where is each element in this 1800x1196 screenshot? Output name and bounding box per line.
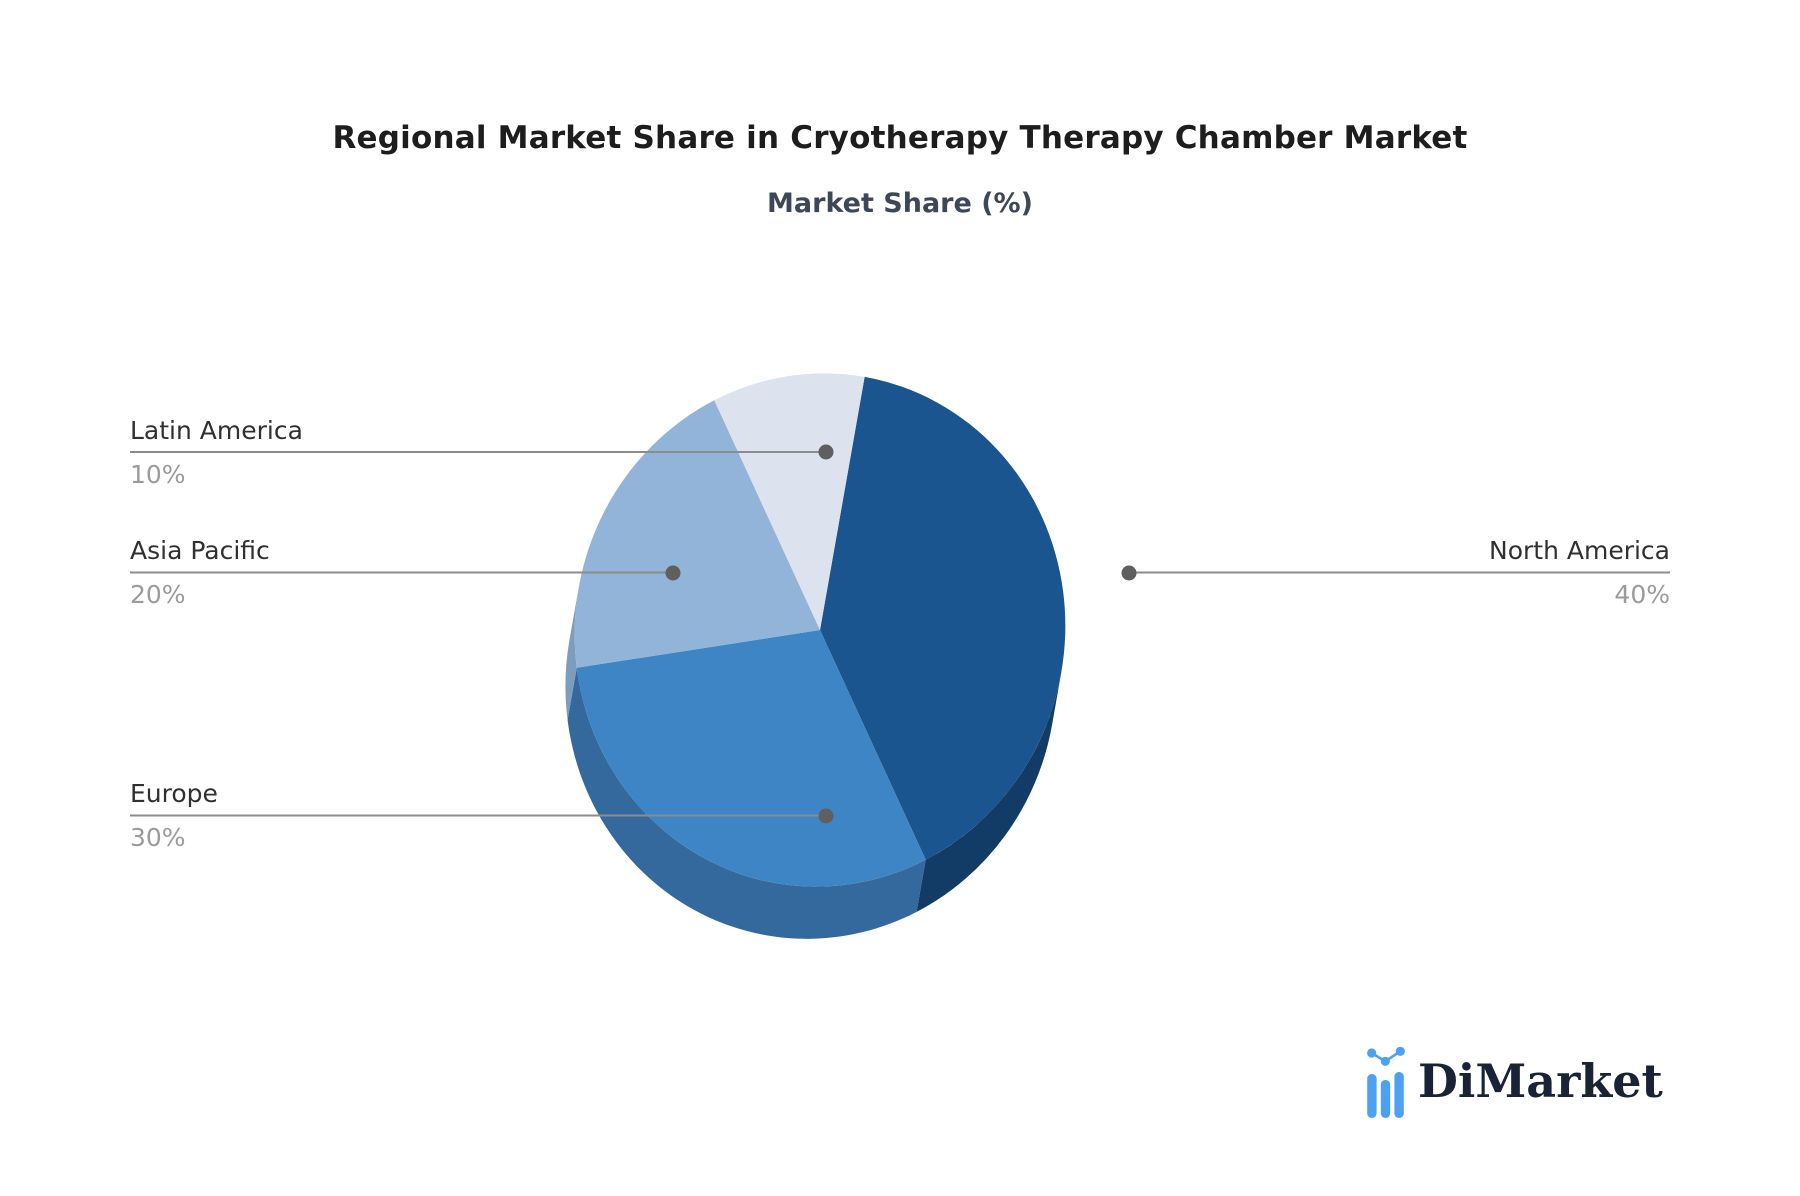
pie-slice-latin-america [714,373,865,630]
pie-slice-side-north-america [916,672,1062,912]
pie-slice-europe [576,630,926,887]
slice-label-europe: Europe [130,779,218,808]
leader-dot-europe [818,808,834,824]
slice-label-latin-america: Latin America [130,416,303,445]
pie-slice-north-america [820,376,1066,860]
slice-pct-north-america: 40% [1614,580,1670,609]
leader-dot-latin-america [818,444,834,460]
slice-pct-europe: 30% [130,823,186,852]
leader-dot-north-america [1121,565,1137,581]
pie-slice-side-europe [567,667,926,939]
bar-chart-icon [1367,1046,1405,1118]
pie-slice-side-asia-pacific [565,587,579,720]
slice-label-asia-pacific: Asia Pacific [130,536,270,565]
logo-text: DiMarket [1418,1054,1663,1108]
slice-pct-latin-america: 10% [130,460,186,489]
chart-subtitle: Market Share (%) [767,188,1033,219]
slice-pct-asia-pacific: 20% [130,580,186,609]
chart-title: Regional Market Share in Cryotherapy The… [332,120,1468,156]
dimarket-logo: DiMarket [1366,1044,1663,1118]
pie-slice-asia-pacific [574,400,820,668]
slice-label-north-america: North America [1489,536,1670,565]
leader-dot-asia-pacific [665,565,681,581]
